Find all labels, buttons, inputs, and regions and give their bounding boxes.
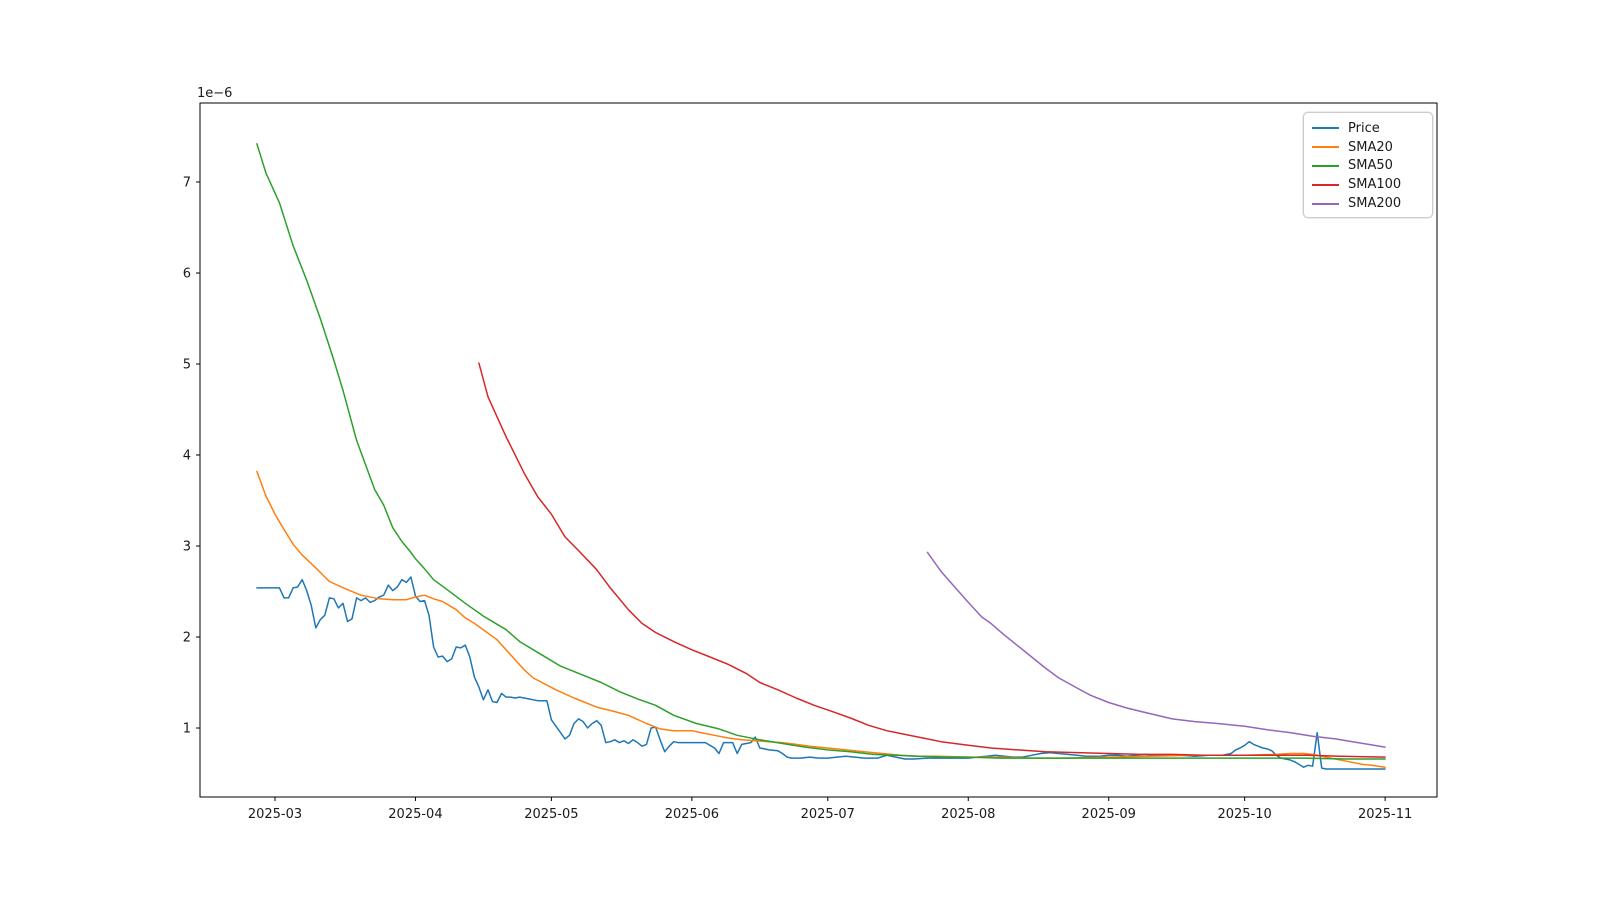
legend-label-sma50: SMA50	[1348, 158, 1393, 174]
y-tick-label: 3	[183, 540, 191, 555]
x-tick-label: 2025-08	[941, 807, 995, 822]
x-tick-label: 2025-11	[1358, 807, 1412, 822]
legend-line-sample-sma200	[1312, 202, 1339, 205]
legend-line-sample-sma50	[1312, 164, 1339, 167]
legend-label-price: Price	[1348, 120, 1380, 136]
series-line-price	[256, 576, 1386, 770]
x-tick-label: 2025-07	[801, 807, 855, 822]
legend-label-sma100: SMA100	[1348, 177, 1402, 193]
legend-item-sma50[interactable]: SMA50	[1312, 157, 1424, 176]
legend-line-sample-price	[1312, 127, 1339, 130]
series-line-sma50	[256, 143, 1386, 760]
x-tick-label: 2025-10	[1217, 807, 1271, 822]
x-tick-label: 2025-06	[665, 807, 719, 822]
legend-line-sample-sma100	[1312, 183, 1339, 186]
y-tick-label: 4	[183, 449, 191, 464]
legend[interactable]: Price SMA20 SMA50 SMA100 SMA200	[1303, 112, 1433, 218]
legend-line-sample-sma20	[1312, 146, 1339, 149]
legend-item-sma100[interactable]: SMA100	[1312, 175, 1424, 194]
legend-item-sma20[interactable]: SMA20	[1312, 138, 1424, 157]
y-tick-label: 7	[183, 175, 191, 190]
x-tick-label: 2025-05	[524, 807, 578, 822]
y-axis-offset-label: 1e−6	[197, 86, 233, 101]
legend-label-sma200: SMA200	[1348, 196, 1402, 212]
x-tick-label: 2025-03	[248, 807, 302, 822]
legend-label-sma20: SMA20	[1348, 139, 1393, 155]
legend-item-price[interactable]: Price	[1312, 119, 1424, 138]
y-tick-label: 2	[183, 631, 191, 646]
y-tick-label: 6	[183, 266, 191, 281]
series-line-sma100	[478, 362, 1386, 758]
x-tick-label: 2025-04	[388, 807, 442, 822]
plot-spines	[199, 102, 1438, 798]
y-tick-label: 1	[183, 722, 191, 737]
series-line-sma200	[926, 551, 1386, 748]
legend-item-sma200[interactable]: SMA200	[1312, 194, 1424, 213]
y-tick-label: 5	[183, 358, 191, 373]
x-tick-label: 2025-09	[1082, 807, 1136, 822]
